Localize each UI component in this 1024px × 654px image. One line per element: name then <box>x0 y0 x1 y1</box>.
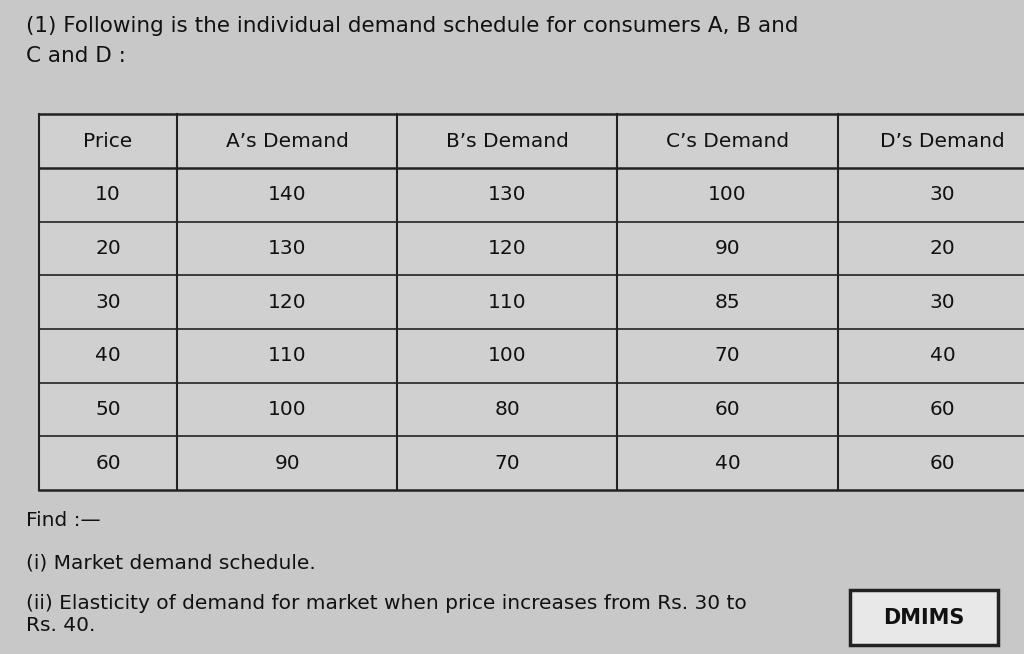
Text: 140: 140 <box>268 185 306 205</box>
Text: (1) Following is the individual demand schedule for consumers A, B and: (1) Following is the individual demand s… <box>26 16 798 37</box>
Text: 60: 60 <box>715 400 740 419</box>
Text: DMIMS: DMIMS <box>884 608 965 628</box>
Text: 100: 100 <box>488 346 526 366</box>
FancyBboxPatch shape <box>850 590 998 645</box>
Text: 70: 70 <box>715 346 740 366</box>
Text: 30: 30 <box>95 292 121 312</box>
Text: D’s Demand: D’s Demand <box>881 131 1005 151</box>
Text: 110: 110 <box>268 346 306 366</box>
Text: 20: 20 <box>930 239 955 258</box>
Text: (i) Market demand schedule.: (i) Market demand schedule. <box>26 553 315 572</box>
Text: 50: 50 <box>95 400 121 419</box>
Text: 30: 30 <box>930 292 955 312</box>
Text: 120: 120 <box>268 292 306 312</box>
Text: 30: 30 <box>930 185 955 205</box>
Text: (ii) Elasticity of demand for market when price increases from Rs. 30 to
Rs. 40.: (ii) Elasticity of demand for market whe… <box>26 594 746 635</box>
Text: 40: 40 <box>95 346 121 366</box>
Text: 10: 10 <box>95 185 121 205</box>
Text: 40: 40 <box>715 453 740 473</box>
Text: 100: 100 <box>709 185 746 205</box>
Text: 60: 60 <box>930 400 955 419</box>
Text: C and D :: C and D : <box>26 46 126 66</box>
Text: 110: 110 <box>488 292 526 312</box>
Text: 85: 85 <box>715 292 740 312</box>
Text: 80: 80 <box>495 400 520 419</box>
Text: 90: 90 <box>715 239 740 258</box>
Text: C’s Demand: C’s Demand <box>666 131 790 151</box>
Text: 130: 130 <box>488 185 526 205</box>
Text: B’s Demand: B’s Demand <box>446 131 568 151</box>
Text: 120: 120 <box>488 239 526 258</box>
Text: 40: 40 <box>930 346 955 366</box>
Text: 60: 60 <box>95 453 121 473</box>
Text: 60: 60 <box>930 453 955 473</box>
Text: Find :—: Find :— <box>26 511 100 530</box>
Text: 20: 20 <box>95 239 121 258</box>
Text: 130: 130 <box>268 239 306 258</box>
Text: 90: 90 <box>274 453 300 473</box>
Text: Price: Price <box>83 131 133 151</box>
Text: 70: 70 <box>495 453 520 473</box>
Text: 100: 100 <box>268 400 306 419</box>
Text: A’s Demand: A’s Demand <box>226 131 348 151</box>
Bar <box>39 114 1024 490</box>
